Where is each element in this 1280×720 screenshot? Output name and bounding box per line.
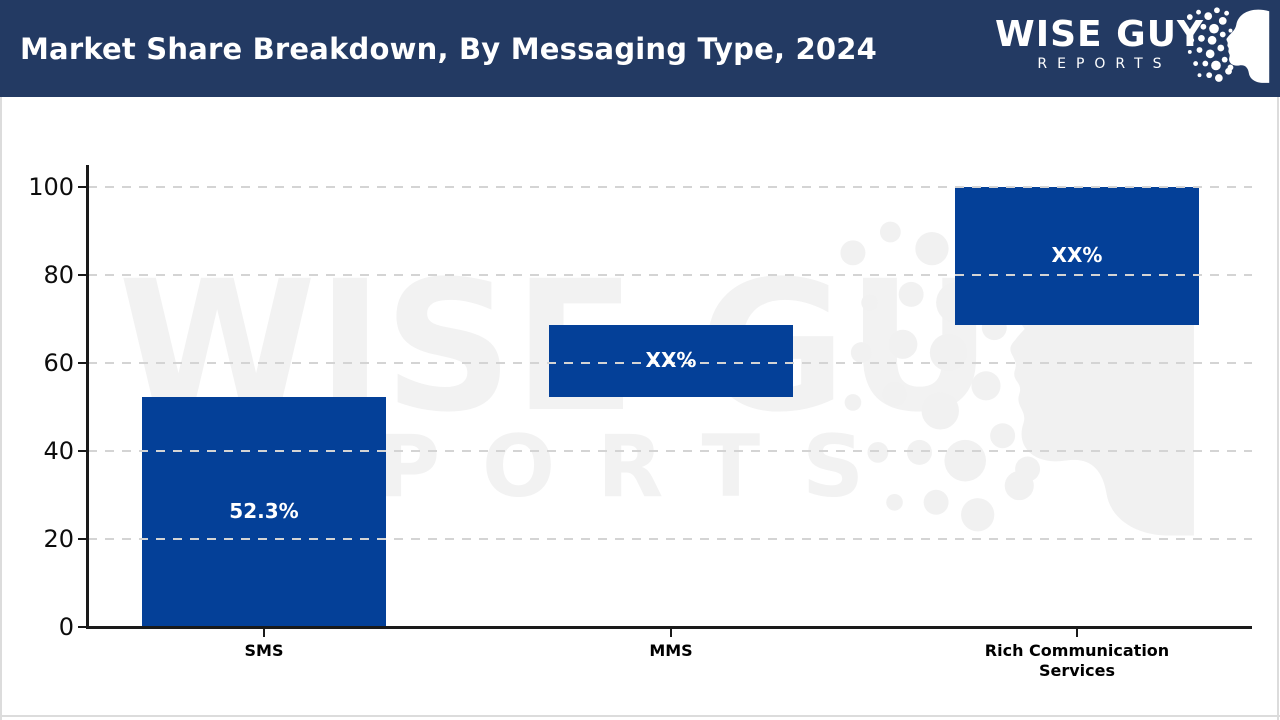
- page-border-bottom: [0, 715, 1280, 717]
- gridline-100: [88, 186, 1252, 188]
- header-band: Market Share Breakdown, By Messaging Typ…: [0, 0, 1280, 97]
- y-tick-label-0: 0: [58, 613, 74, 641]
- y-tick-20: [78, 538, 86, 540]
- y-tick-label-80: 80: [43, 261, 74, 289]
- y-tick-label-20: 20: [43, 525, 74, 553]
- x-tick-1: [670, 629, 672, 637]
- y-tick-label-60: 60: [43, 349, 74, 377]
- page-border-right: [1277, 97, 1279, 720]
- logo-subtitle: REPORTS: [1037, 55, 1172, 72]
- bar-mms: [549, 325, 793, 397]
- x-tick-0: [263, 629, 265, 637]
- y-tick-label-40: 40: [43, 437, 74, 465]
- x-category-label: MMS: [649, 641, 693, 660]
- logo-wordmark: WISE GUY: [994, 14, 1204, 55]
- wise-guy-reports-logo: WISE GUY REPORTS: [995, 15, 1204, 72]
- bar-value-label: XX%: [1051, 243, 1103, 268]
- x-category-label: SMS: [244, 641, 284, 660]
- bar-rich-communication-services: [955, 187, 1199, 326]
- gridline-20: [88, 538, 1252, 540]
- y-tick-100: [78, 186, 86, 188]
- chart-title: Market Share Breakdown, By Messaging Typ…: [20, 31, 878, 66]
- x-tick-2: [1076, 629, 1078, 637]
- bar-sms: [142, 396, 386, 627]
- bar-value-label: 52.3%: [229, 498, 299, 523]
- y-axis-spine: [86, 165, 89, 628]
- bar-value-label: XX%: [645, 348, 697, 373]
- x-category-label: Rich Communication Services: [984, 641, 1170, 680]
- y-tick-label-100: 100: [28, 173, 74, 201]
- y-tick-60: [78, 362, 86, 364]
- logo-face-dots-icon: [1186, 7, 1270, 83]
- x-axis-spine: [86, 626, 1252, 629]
- y-tick-80: [78, 274, 86, 276]
- page-border-left: [0, 97, 2, 720]
- y-tick-0: [78, 626, 86, 628]
- gridline-80: [88, 274, 1252, 276]
- gridline-60: [88, 362, 1252, 364]
- gridline-40: [88, 450, 1252, 452]
- y-tick-40: [78, 450, 86, 452]
